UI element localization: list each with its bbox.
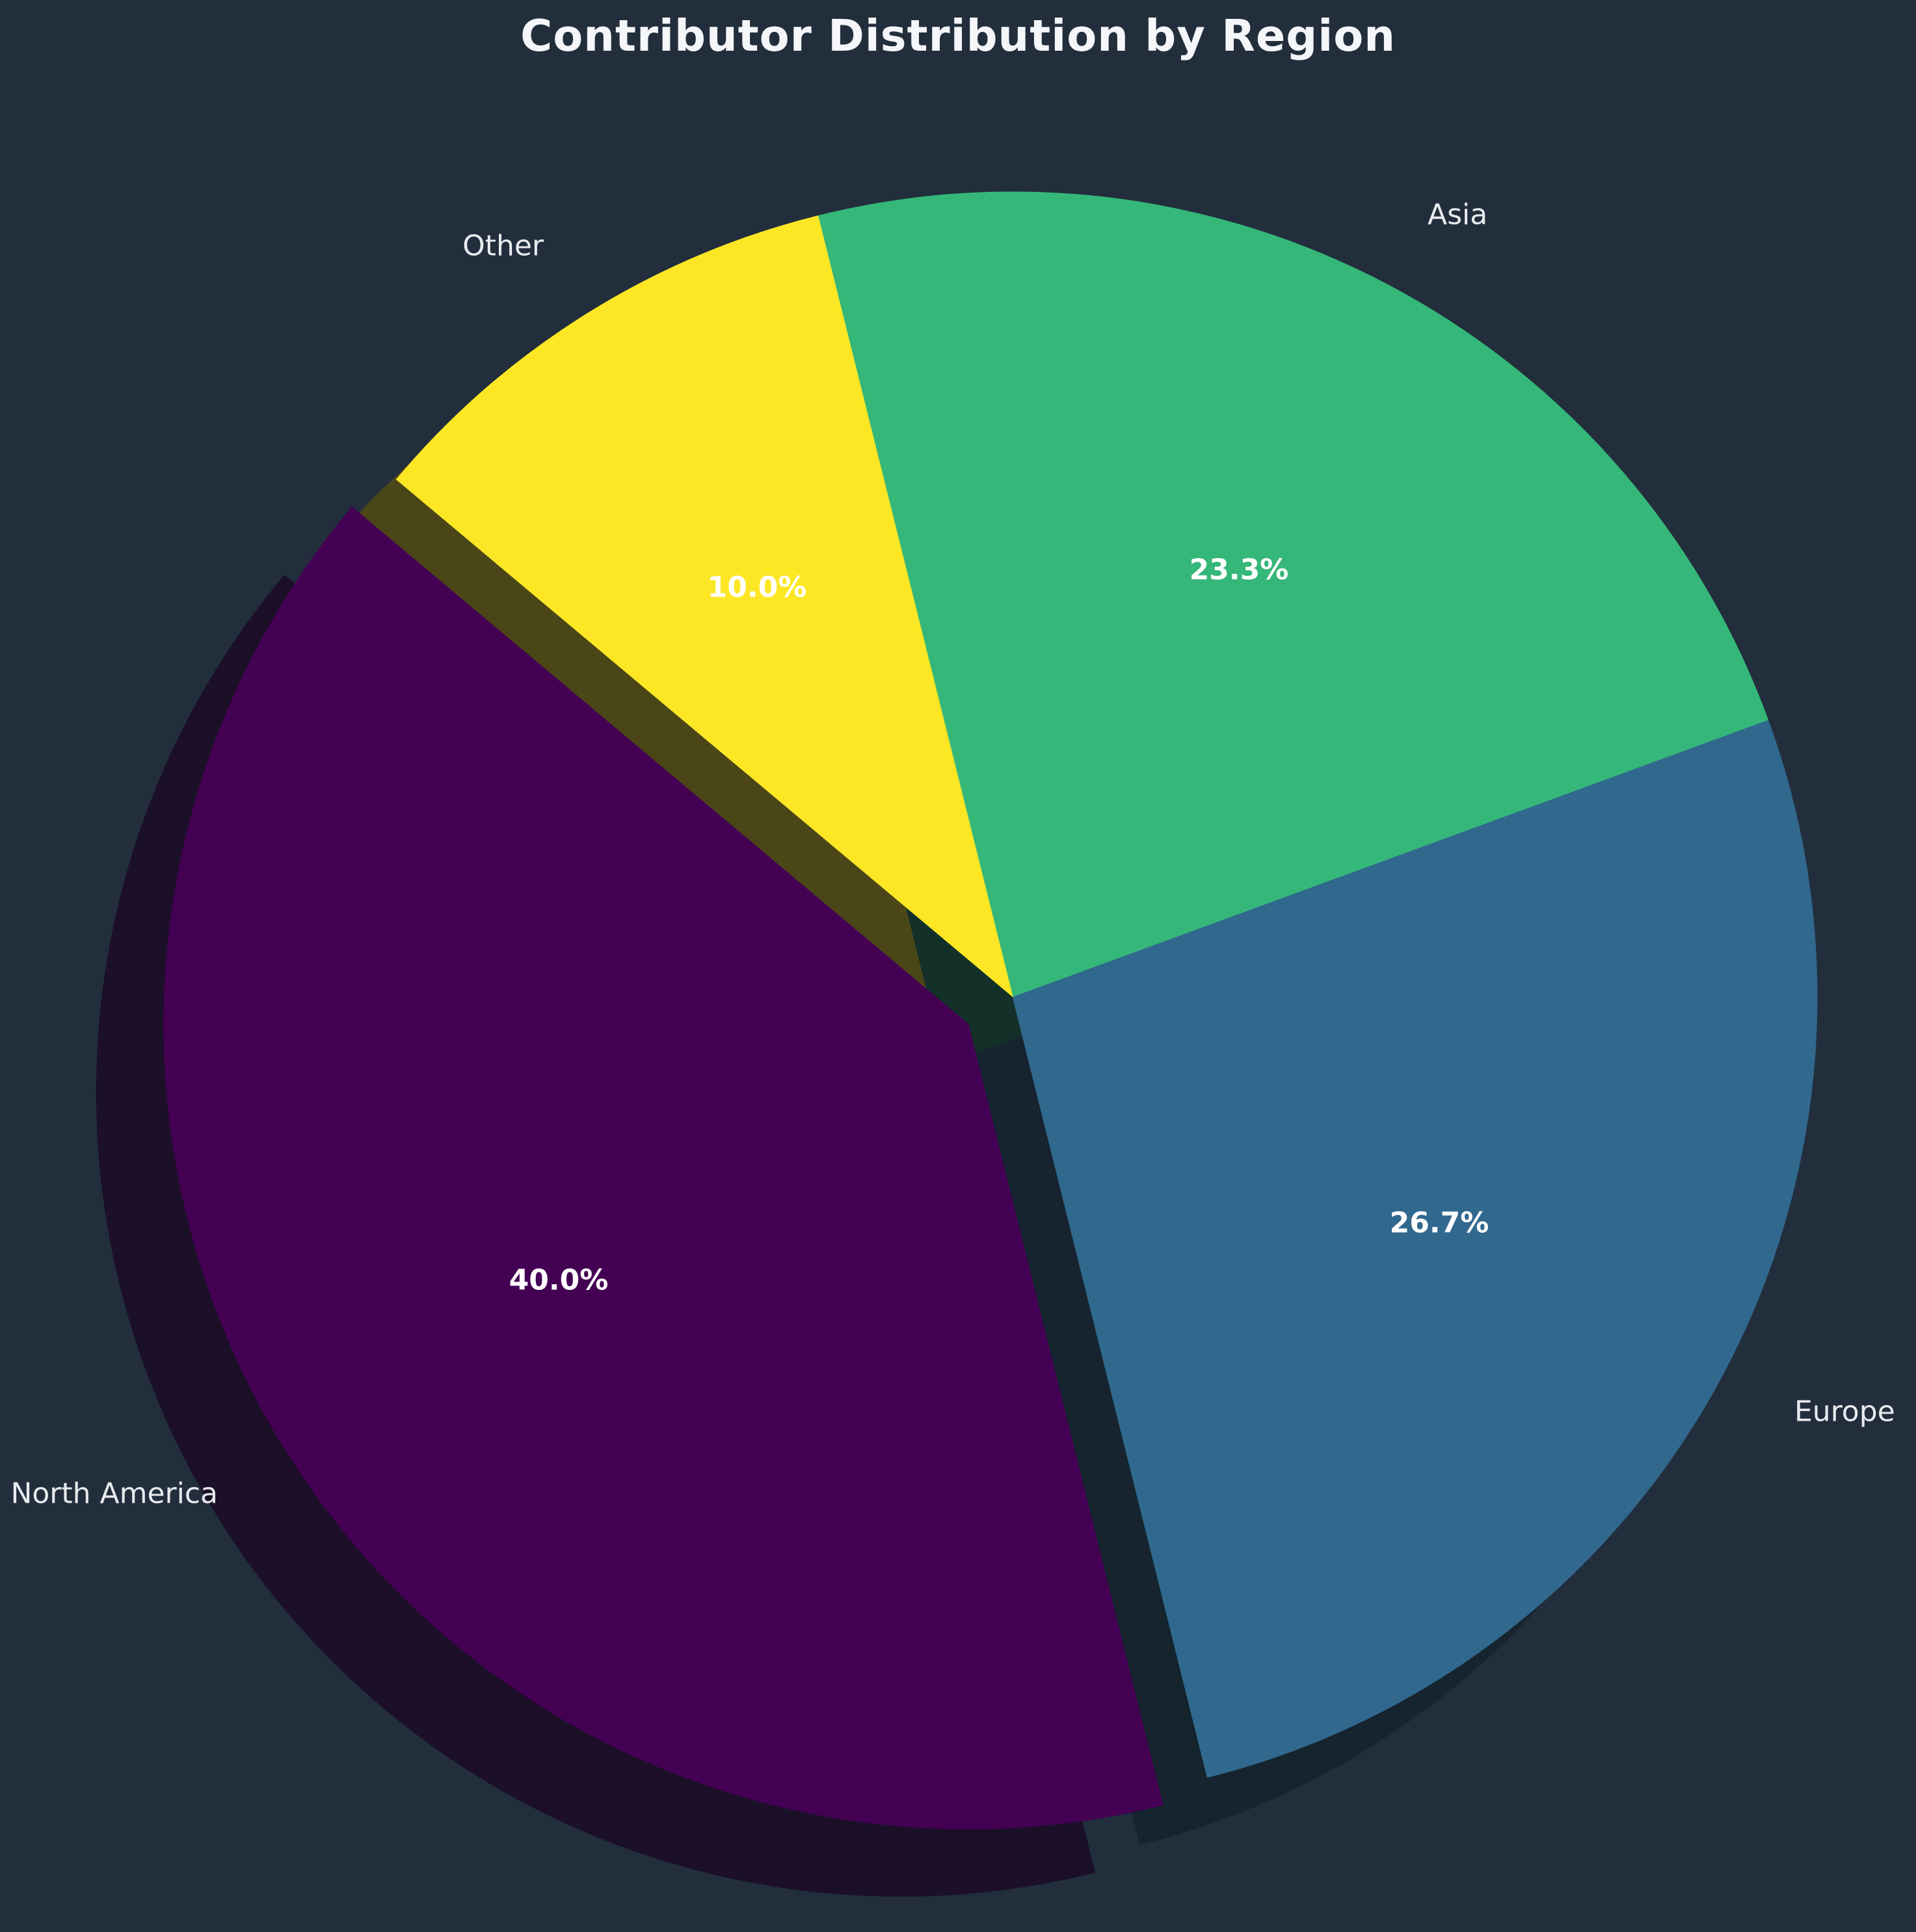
pie-slice-other bbox=[395, 215, 1013, 998]
pie-slice-europe bbox=[1012, 719, 1818, 1778]
pct-label-north-america: 40.0% bbox=[509, 1264, 609, 1297]
slice-label-other: Other bbox=[462, 230, 544, 263]
pct-label-asia: 23.3% bbox=[1190, 554, 1289, 587]
slice-label-north-america: North America bbox=[10, 1477, 218, 1510]
pie-slice-asia bbox=[818, 191, 1769, 997]
slice-label-europe: Europe bbox=[1794, 1395, 1895, 1429]
slice-label-asia: Asia bbox=[1428, 198, 1487, 232]
pct-label-other: 10.0% bbox=[708, 571, 807, 604]
pie-slice-north-america bbox=[163, 506, 1164, 1830]
pct-label-europe: 26.7% bbox=[1390, 1207, 1489, 1240]
chart-title: Contributor Distribution by Region bbox=[520, 10, 1396, 61]
